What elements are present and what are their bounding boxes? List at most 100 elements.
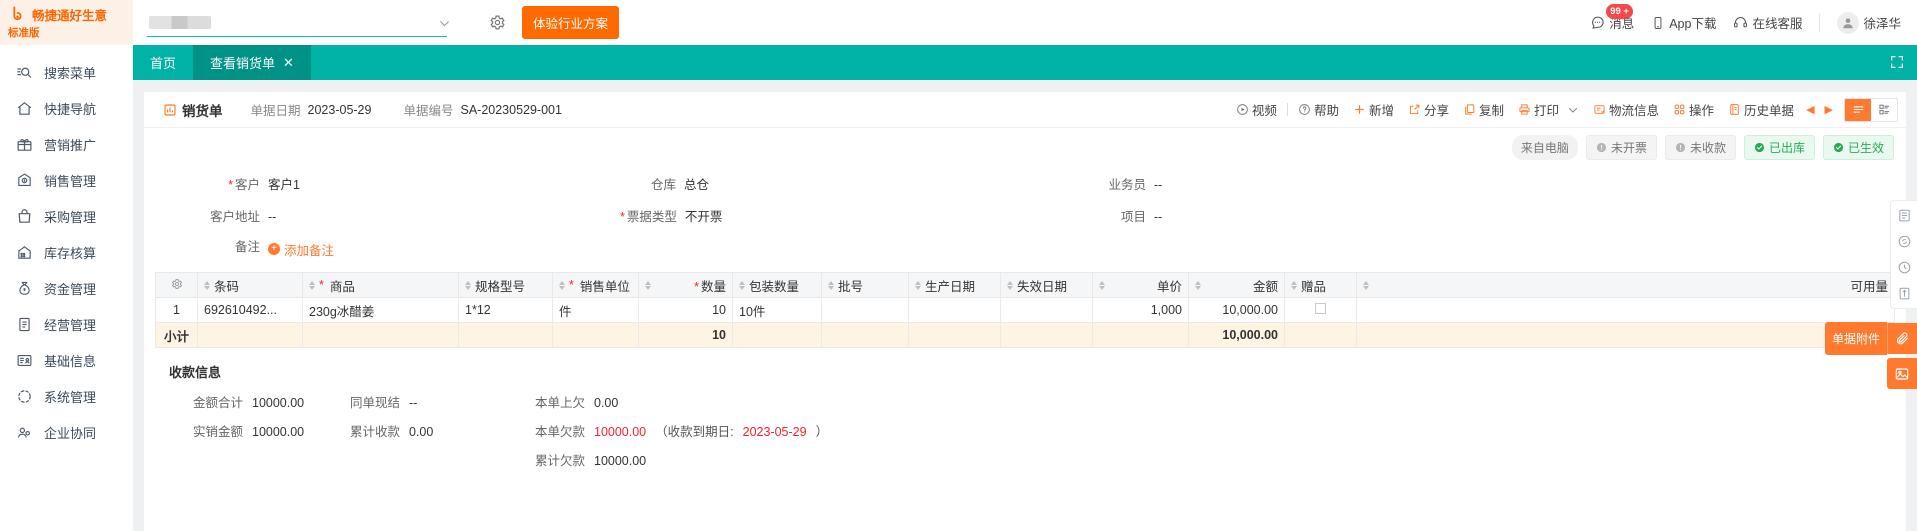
sort-icon[interactable]: [1195, 280, 1201, 290]
payment-label: 累计收款: [349, 425, 400, 439]
sidebar-item-sales[interactable]: 销售管理: [0, 162, 133, 198]
column-header-unit[interactable]: * 销售单位: [552, 272, 639, 298]
history-doc-icon: [1728, 103, 1741, 116]
field-project[interactable]: 项目 --: [1054, 206, 1484, 225]
field-warehouse[interactable]: 仓库 总仓: [594, 174, 1054, 193]
note-edit-icon[interactable]: [1897, 208, 1912, 223]
column-header-qty[interactable]: * 数量: [638, 272, 733, 298]
column-header-amount[interactable]: 金额: [1188, 272, 1285, 298]
sort-icon[interactable]: [204, 280, 210, 290]
toolbar-copy-button[interactable]: 复制: [1456, 100, 1511, 119]
sort-icon[interactable]: [1007, 280, 1013, 290]
brand-logo[interactable]: 畅捷通好生意 标准版: [0, 0, 133, 45]
avatar: [1837, 11, 1860, 34]
tab-home[interactable]: 首页: [133, 45, 193, 80]
table-row[interactable]: 1 692610492... 230g冰醋姜 1*12 件 10 10件 1,0…: [155, 297, 1895, 323]
sidebar-item-funds[interactable]: 资金管理: [0, 270, 133, 306]
attachment-bar[interactable]: 单据附件: [1824, 322, 1917, 355]
toolbar-help-button[interactable]: 帮助: [1291, 100, 1346, 119]
sort-icon[interactable]: [1363, 280, 1369, 290]
paperclip-icon[interactable]: [1887, 323, 1917, 354]
column-header-product[interactable]: * 商品: [302, 272, 459, 298]
sidebar-item-basic-info[interactable]: 基础信息: [0, 342, 133, 378]
column-header-available[interactable]: 可用量: [1356, 272, 1895, 298]
field-salesperson[interactable]: 业务员 --: [1054, 174, 1484, 193]
plus-circle-icon: +: [268, 243, 280, 256]
tab-view-sales-order[interactable]: 查看销货单 ✕: [193, 45, 311, 80]
badge-label: 未开票: [1610, 141, 1647, 155]
toolbar-print-button[interactable]: 打印: [1511, 100, 1586, 119]
toolbar-logistics-button[interactable]: 物流信息: [1586, 100, 1666, 119]
clock-history-icon[interactable]: [1897, 260, 1912, 275]
column-settings-icon[interactable]: [171, 278, 183, 290]
sort-icon[interactable]: [559, 280, 565, 290]
sidebar-item-collaboration[interactable]: 企业协同: [0, 414, 133, 450]
brand-name: 畅捷通好生意: [32, 9, 108, 23]
global-search[interactable]: [147, 8, 477, 37]
image-icon: [1894, 366, 1910, 382]
field-customer[interactable]: * 客户 客户1: [144, 174, 594, 193]
help-icon: [1298, 103, 1311, 116]
field-customer-address[interactable]: 客户地址 --: [144, 206, 594, 225]
trial-solution-button[interactable]: 体验行业方案: [522, 6, 620, 39]
sidebar-item-marketing[interactable]: 营销推广: [0, 126, 133, 162]
sort-icon[interactable]: [739, 280, 745, 290]
online-service-entry[interactable]: 在线客服: [1733, 13, 1802, 32]
next-document-icon[interactable]: ▶: [1824, 104, 1833, 116]
sidebar-item-quick-nav[interactable]: 快捷导航: [0, 90, 133, 126]
column-settings-header[interactable]: [155, 272, 198, 298]
column-header-barcode[interactable]: 条码: [197, 272, 303, 298]
field-invoice-type[interactable]: * 票据类型 不开票: [594, 206, 1054, 225]
messages-entry[interactable]: 消息 99 +: [1590, 4, 1634, 32]
column-header-gift[interactable]: 赠品: [1284, 272, 1357, 298]
gift-icon: [16, 136, 33, 153]
toolbar-add-button[interactable]: 新增: [1346, 100, 1401, 119]
chevron-down-icon[interactable]: [1567, 104, 1579, 116]
sort-icon[interactable]: [915, 280, 921, 290]
prev-document-icon[interactable]: ◀: [1806, 104, 1815, 116]
app-download-entry[interactable]: App下载: [1651, 13, 1716, 32]
chevron-down-icon[interactable]: [438, 17, 451, 30]
sort-icon[interactable]: [309, 280, 315, 290]
column-header-batch[interactable]: 批号: [821, 272, 909, 298]
toolbar-video-button[interactable]: 视频: [1229, 100, 1284, 119]
gift-checkbox[interactable]: [1315, 303, 1326, 314]
vertical-text-icon[interactable]: [1897, 286, 1912, 301]
card-view-icon[interactable]: [1871, 98, 1897, 121]
close-icon[interactable]: ✕: [283, 54, 294, 70]
list-view-icon[interactable]: [1845, 98, 1871, 121]
payment-previous-due: 本单上欠 0.00: [529, 392, 1049, 411]
check-icon: [1754, 142, 1765, 153]
settings-gear-icon[interactable]: [489, 14, 506, 31]
sort-icon[interactable]: [1099, 280, 1105, 290]
column-header-spec[interactable]: 规格型号: [458, 272, 553, 298]
sidebar-label: 快捷导航: [44, 101, 97, 117]
toolbar-operations-button[interactable]: 操作: [1666, 100, 1721, 119]
sidebar-item-system[interactable]: 系统管理: [0, 378, 133, 414]
field-note[interactable]: 备注 + 添加备注: [144, 236, 594, 259]
user-menu[interactable]: 徐泽华: [1837, 11, 1901, 34]
messages-badge: 99 +: [1606, 4, 1633, 19]
toolbar-history-button[interactable]: 历史单据: [1721, 100, 1801, 119]
sort-icon[interactable]: [465, 280, 471, 290]
sort-icon[interactable]: [828, 280, 834, 290]
sidebar-item-purchase[interactable]: 采购管理: [0, 198, 133, 234]
toolbar-share-button[interactable]: 分享: [1401, 100, 1456, 119]
link-chain-icon[interactable]: [1897, 234, 1912, 249]
sidebar-item-operations[interactable]: 经营管理: [0, 306, 133, 342]
column-header-price[interactable]: 单价: [1092, 272, 1189, 298]
add-note-button[interactable]: + 添加备注: [268, 240, 334, 259]
sort-icon[interactable]: [645, 280, 651, 290]
top-bar: 畅捷通好生意 标准版 体验行业方案: [0, 0, 1917, 45]
image-attachment-button[interactable]: [1887, 358, 1917, 389]
column-header-pack-qty[interactable]: 包装数量: [732, 272, 822, 298]
field-label: 仓库: [650, 178, 676, 192]
sidebar-item-search-menu[interactable]: 搜索菜单: [0, 54, 133, 90]
sidebar-label: 销售管理: [44, 173, 97, 189]
sidebar-item-inventory[interactable]: 库存核算: [0, 234, 133, 270]
column-header-exp-date[interactable]: 失效日期: [1000, 272, 1093, 298]
document-type-tab[interactable]: 销货单: [144, 92, 243, 128]
fullscreen-icon[interactable]: [1889, 54, 1905, 70]
sort-icon[interactable]: [1291, 280, 1297, 290]
column-header-prod-date[interactable]: 生产日期: [908, 272, 1001, 298]
